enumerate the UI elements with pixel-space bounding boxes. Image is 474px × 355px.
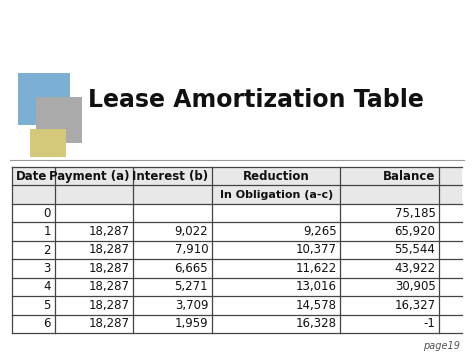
Bar [30,129,66,157]
Text: 18,287: 18,287 [89,244,129,257]
Text: page19: page19 [423,341,460,351]
Text: 9,022: 9,022 [174,225,208,238]
Text: 5,271: 5,271 [174,280,208,293]
Text: In Obligation (a-c): In Obligation (a-c) [220,190,333,200]
Bar [18,73,70,125]
Text: 75,185: 75,185 [395,207,436,220]
Text: 7,910: 7,910 [174,244,208,257]
Text: Reduction: Reduction [243,170,310,183]
Text: 65,920: 65,920 [394,225,436,238]
Text: Payment (a): Payment (a) [49,170,129,183]
Text: Interest (b): Interest (b) [132,170,208,183]
Text: 14,578: 14,578 [295,299,337,312]
Bar [12,185,462,204]
Text: 18,287: 18,287 [89,280,129,293]
Text: 4: 4 [43,280,51,293]
Text: 18,287: 18,287 [89,317,129,330]
Text: 11,622: 11,622 [295,262,337,275]
Text: 1,959: 1,959 [174,317,208,330]
Bar [12,167,462,185]
Text: 3: 3 [44,262,51,275]
Text: 5: 5 [44,299,51,312]
Text: Balance: Balance [383,170,436,183]
Text: 18,287: 18,287 [89,262,129,275]
Text: 6: 6 [43,317,51,330]
Text: 2: 2 [43,244,51,257]
Text: 10,377: 10,377 [295,244,337,257]
Text: 1: 1 [43,225,51,238]
Text: 16,327: 16,327 [394,299,436,312]
Text: 6,665: 6,665 [174,262,208,275]
Text: 55,544: 55,544 [395,244,436,257]
Bar [36,97,82,143]
Text: 43,922: 43,922 [394,262,436,275]
Text: 0: 0 [44,207,51,220]
Text: Date: Date [16,170,47,183]
Text: -1: -1 [424,317,436,330]
Text: 9,265: 9,265 [303,225,337,238]
Text: 30,905: 30,905 [395,280,436,293]
Text: 16,328: 16,328 [295,317,337,330]
Text: Lease Amortization Table: Lease Amortization Table [88,88,424,112]
Text: 3,709: 3,709 [175,299,208,312]
Text: 18,287: 18,287 [89,225,129,238]
Text: 13,016: 13,016 [295,280,337,293]
Text: 18,287: 18,287 [89,299,129,312]
